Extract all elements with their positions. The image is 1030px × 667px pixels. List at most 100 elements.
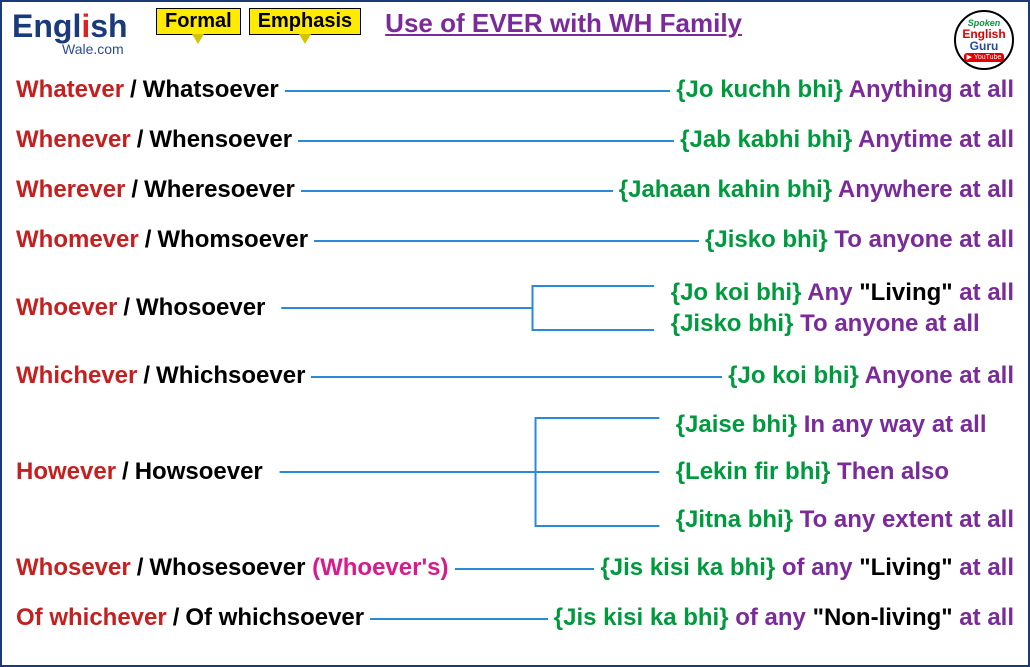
slash-separator: / (143, 362, 150, 389)
meaning-line: {Jitna bhi} To any extent at all (676, 507, 1014, 532)
emphasis-word: Whomsoever (157, 226, 308, 253)
slash-separator: / (145, 226, 152, 253)
connector (292, 118, 680, 162)
logo-part1: Engl (12, 8, 81, 44)
word-pair: However/Howsoever (16, 459, 263, 484)
arrow-down-icon (299, 34, 311, 44)
site-logo: English Wale.com (12, 8, 152, 57)
meaning-cell: {Jahaan kahin bhi} Anywhere at all (619, 177, 1014, 202)
table-row: Whosever/Whosesoever (Whoever's) {Jis kis… (16, 546, 1014, 590)
connector-line (301, 190, 613, 192)
word-pair: Whomever/Whomsoever (16, 227, 308, 252)
youtube-icon: ▶ YouTube (964, 53, 1005, 62)
connector (295, 168, 619, 212)
tag-formal-label: Formal (165, 10, 232, 32)
meaning-cell: {Jisko bhi} To anyone at all (705, 227, 1014, 252)
hindi-meaning: {Jo koi bhi} (671, 279, 802, 306)
table-row: Whoever/Whosoever {Jo koi bhi} Any "Livin… (16, 268, 1014, 348)
english-meaning: of any (775, 554, 859, 581)
table-row: Whatever/Whatsoever{Jo kuchh bhi} Anythi… (16, 68, 1014, 112)
english-meaning: at all (953, 604, 1014, 631)
emphasis-word: Whatsoever (143, 76, 279, 103)
meaning-cell: {Jis kisi ka bhi} of any "Living" at all (600, 555, 1014, 580)
connector (308, 218, 705, 262)
meaning-cell: {Jaise bhi} In any way at all{Lekin fir … (676, 412, 1014, 532)
hindi-meaning: {Jisko bhi} (671, 310, 794, 337)
content-rows: Whatever/Whatsoever{Jo kuchh bhi} Anythi… (2, 68, 1028, 646)
table-row: Whomever/Whomsoever {Jisko bhi} To anyone… (16, 218, 1014, 262)
header: English Wale.com Formal Emphasis Use of … (2, 2, 1028, 62)
slash-separator: / (131, 176, 138, 203)
emphasis-word: Whosoever (136, 294, 265, 321)
hindi-meaning: {Jo kuchh bhi} (676, 76, 843, 103)
hindi-meaning: {Jis kisi ka bhi} (600, 554, 775, 581)
hindi-meaning: {Jo koi bhi} (728, 362, 859, 389)
logo-part2: i (81, 8, 90, 44)
hindi-meaning: {Lekin fir bhi} (676, 458, 831, 485)
emphasis-word: Whichsoever (156, 362, 305, 389)
formal-word: Of whichever (16, 604, 167, 631)
slash-separator: / (173, 604, 180, 631)
connector (364, 596, 554, 640)
connector-line (455, 568, 595, 570)
word-pair: Whenever/Whensoever (16, 127, 292, 152)
english-meaning: of any (729, 604, 813, 631)
connector (449, 546, 601, 590)
slash-separator: / (130, 76, 137, 103)
english-meaning: To anyone at all (828, 226, 1014, 253)
formal-word: Whoever (16, 294, 117, 321)
hindi-meaning: {Jab kabhi bhi} (680, 126, 852, 153)
emphasis-word: Wheresoever (144, 176, 295, 203)
quoted-term: "Living" (859, 554, 952, 581)
formal-word: However (16, 458, 116, 485)
english-meaning: Anyone at all (859, 362, 1014, 389)
connector-line (314, 240, 699, 242)
formal-word: Whomever (16, 226, 139, 253)
emphasis-word: Of whichsoever (185, 604, 364, 631)
emphasis-word: Whensoever (149, 126, 292, 153)
connector (305, 354, 728, 398)
english-meaning: Anytime at all (852, 126, 1014, 153)
hindi-meaning: {Jis kisi ka bhi} (554, 604, 729, 631)
meaning-line: {Jisko bhi} To anyone at all (671, 311, 1014, 336)
quoted-term: "Living" (859, 279, 952, 306)
bracket-icon (265, 268, 670, 348)
english-meaning: at all (953, 279, 1014, 306)
arrow-down-icon (192, 34, 204, 44)
word-pair: Whosever/Whosesoever (Whoever's) (16, 555, 449, 580)
formal-word: Whatever (16, 76, 124, 103)
badge-line2: English (962, 28, 1005, 40)
slash-separator: / (137, 554, 144, 581)
word-pair: Wherever/Wheresoever (16, 177, 295, 202)
quoted-term: "Non-living" (813, 604, 953, 631)
english-meaning: Any (801, 279, 859, 306)
table-row: However/Howsoever {Jaise bhi} In any way … (16, 404, 1014, 540)
connector (263, 404, 676, 540)
meaning-cell: {Jo koi bhi} Anyone at all (728, 363, 1014, 388)
connector-line (298, 140, 674, 142)
slash-separator: / (123, 294, 130, 321)
hindi-meaning: {Jahaan kahin bhi} (619, 176, 832, 203)
meaning-line: {Jo koi bhi} Any "Living" at all (671, 280, 1014, 305)
formal-word: Whichever (16, 362, 137, 389)
slash-separator: / (122, 458, 129, 485)
connector-line (370, 618, 548, 620)
meaning-cell: {Jab kabhi bhi} Anytime at all (680, 127, 1014, 152)
hindi-meaning: {Jaise bhi} (676, 411, 797, 438)
emphasis-word: Howsoever (135, 458, 263, 485)
channel-badge: Spoken English Guru ▶ YouTube (954, 10, 1014, 70)
english-meaning: To anyone at all (793, 310, 979, 337)
meaning-line: {Lekin fir bhi} Then also (676, 459, 1014, 484)
word-pair: Whichever/Whichsoever (16, 363, 305, 388)
table-row: Whenever/Whensoever {Jab kabhi bhi} Anyti… (16, 118, 1014, 162)
table-row: Wherever/Wheresoever {Jahaan kahin bhi} A… (16, 168, 1014, 212)
connector (265, 268, 670, 348)
formal-word: Wherever (16, 176, 125, 203)
note-text: (Whoever's) (305, 554, 448, 581)
badge-line3: Guru (970, 40, 999, 52)
formal-word: Whenever (16, 126, 131, 153)
english-meaning: Then also (830, 458, 949, 485)
word-pair: Whoever/Whosoever (16, 295, 265, 320)
bracket-icon (263, 404, 676, 540)
hindi-meaning: {Jitna bhi} (676, 506, 793, 533)
